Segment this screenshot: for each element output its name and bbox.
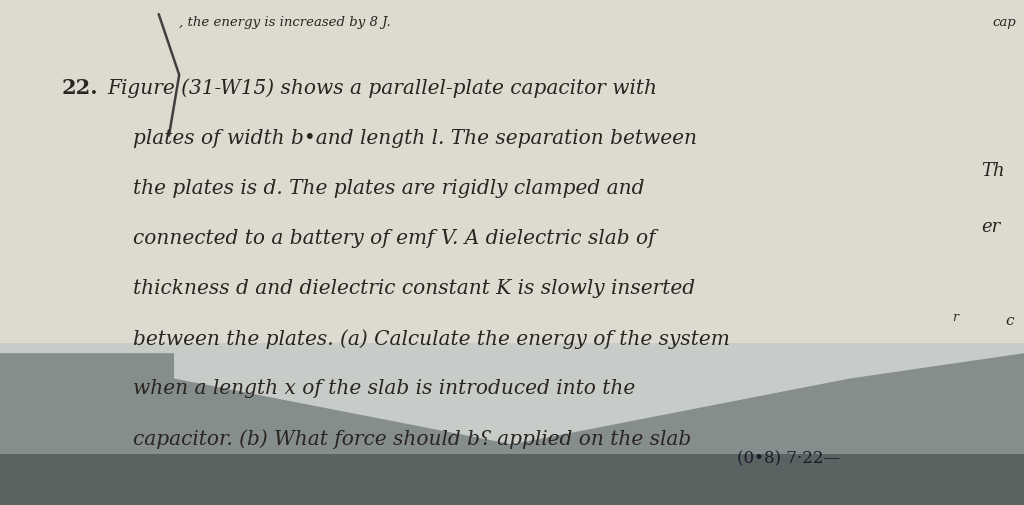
Text: the plates is d. The plates are rigidly clamped and: the plates is d. The plates are rigidly … bbox=[133, 178, 645, 197]
Bar bbox=[0, 343, 1024, 505]
Bar bbox=[0, 454, 1024, 505]
Text: thickness d and dielectric constant K is slowly inserted: thickness d and dielectric constant K is… bbox=[133, 278, 695, 297]
Text: Figure (31-W15) shows a parallel-plate capacitor with: Figure (31-W15) shows a parallel-plate c… bbox=[108, 78, 657, 98]
Text: cap: cap bbox=[992, 16, 1016, 29]
Bar bbox=[0, 0, 1024, 343]
Text: connected to a battery of emf V. A dielectric slab of: connected to a battery of emf V. A diele… bbox=[133, 228, 655, 247]
Text: Th: Th bbox=[981, 162, 1005, 180]
Text: , the energy is increased by 8 J.: , the energy is increased by 8 J. bbox=[179, 16, 391, 29]
Text: r: r bbox=[952, 311, 958, 324]
Polygon shape bbox=[0, 354, 1024, 505]
Text: plates of width b•and length l. The separation between: plates of width b•and length l. The sepa… bbox=[133, 128, 697, 147]
Text: when a length x of the slab is introduced into the: when a length x of the slab is introduce… bbox=[133, 378, 635, 397]
Text: er: er bbox=[981, 217, 1000, 235]
Text: (0•8) 7·22—: (0•8) 7·22— bbox=[737, 449, 841, 467]
Text: 22.: 22. bbox=[61, 78, 98, 98]
Text: capacitor. (b) What force should b⸮ applied on the slab: capacitor. (b) What force should b⸮ appl… bbox=[133, 428, 691, 448]
Text: c: c bbox=[1006, 313, 1014, 327]
Text: between the plates. (a) Calculate the energy of the system: between the plates. (a) Calculate the en… bbox=[133, 328, 730, 348]
